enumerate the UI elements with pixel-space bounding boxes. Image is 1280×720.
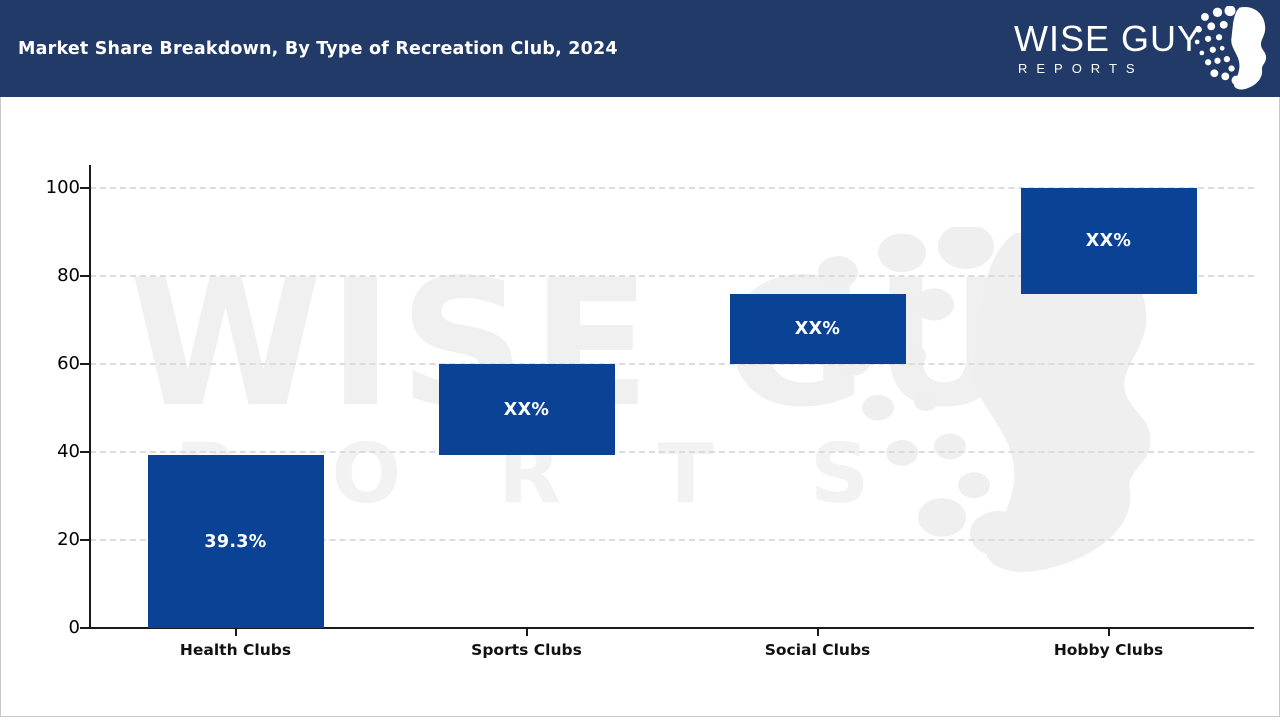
- bar: XX%: [729, 293, 906, 364]
- bar: XX%: [1020, 188, 1197, 294]
- logo-sub-label: REPORTS: [1017, 61, 1144, 76]
- y-axis-tick: [80, 627, 90, 629]
- x-axis-tick: [1107, 628, 1110, 636]
- watermark-head-icon: [790, 227, 1151, 572]
- gridline: [90, 275, 1254, 277]
- x-axis-line: [89, 627, 1254, 629]
- y-axis-tick: [80, 451, 90, 453]
- bar-value-label: 39.3%: [204, 531, 267, 552]
- x-axis-tick: [525, 628, 528, 636]
- y-axis-tick: [80, 275, 90, 277]
- gridline: [90, 363, 1254, 365]
- bar-value-label: XX%: [794, 318, 841, 339]
- y-axis-tick: [80, 539, 90, 541]
- x-axis-tick: [816, 628, 819, 636]
- bar-value-label: XX%: [1085, 230, 1132, 251]
- x-axis-tick-label: Sports Clubs: [471, 641, 582, 659]
- dotted-head-icon: [1194, 5, 1267, 90]
- y-axis-tick-label: 100: [45, 177, 80, 198]
- header: Market Share Breakdown, By Type of Recre…: [0, 0, 1280, 97]
- x-axis-tick-label: Health Clubs: [179, 641, 292, 659]
- brand-logo: WISE GUY REPORTS: [1013, 5, 1270, 92]
- bar-value-label: XX%: [503, 399, 550, 420]
- brand-logo-text: WISE GUY REPORTS: [1013, 18, 1202, 77]
- y-axis-tick-label: 80: [57, 265, 80, 286]
- y-axis-tick-label: 40: [57, 441, 80, 462]
- gridline: [90, 539, 1254, 541]
- y-axis-tick: [80, 363, 90, 365]
- y-axis-tick-label: 60: [57, 353, 80, 374]
- y-axis-tick-label: 20: [57, 529, 80, 550]
- y-axis-line: [89, 165, 91, 629]
- y-axis-tick-label: 0: [68, 617, 80, 638]
- page-title: Market Share Breakdown, By Type of Recre…: [18, 38, 618, 59]
- bar: 39.3%: [147, 455, 324, 628]
- gridline: [90, 451, 1254, 453]
- gridline: [90, 187, 1254, 189]
- x-axis-tick-label: Hobby Clubs: [1053, 641, 1164, 659]
- x-axis-tick: [234, 628, 237, 636]
- x-axis-tick-label: Social Clubs: [764, 641, 871, 659]
- bar: XX%: [438, 364, 615, 456]
- y-axis-tick: [80, 187, 90, 189]
- logo-brand-label: WISE GUY: [1013, 18, 1202, 59]
